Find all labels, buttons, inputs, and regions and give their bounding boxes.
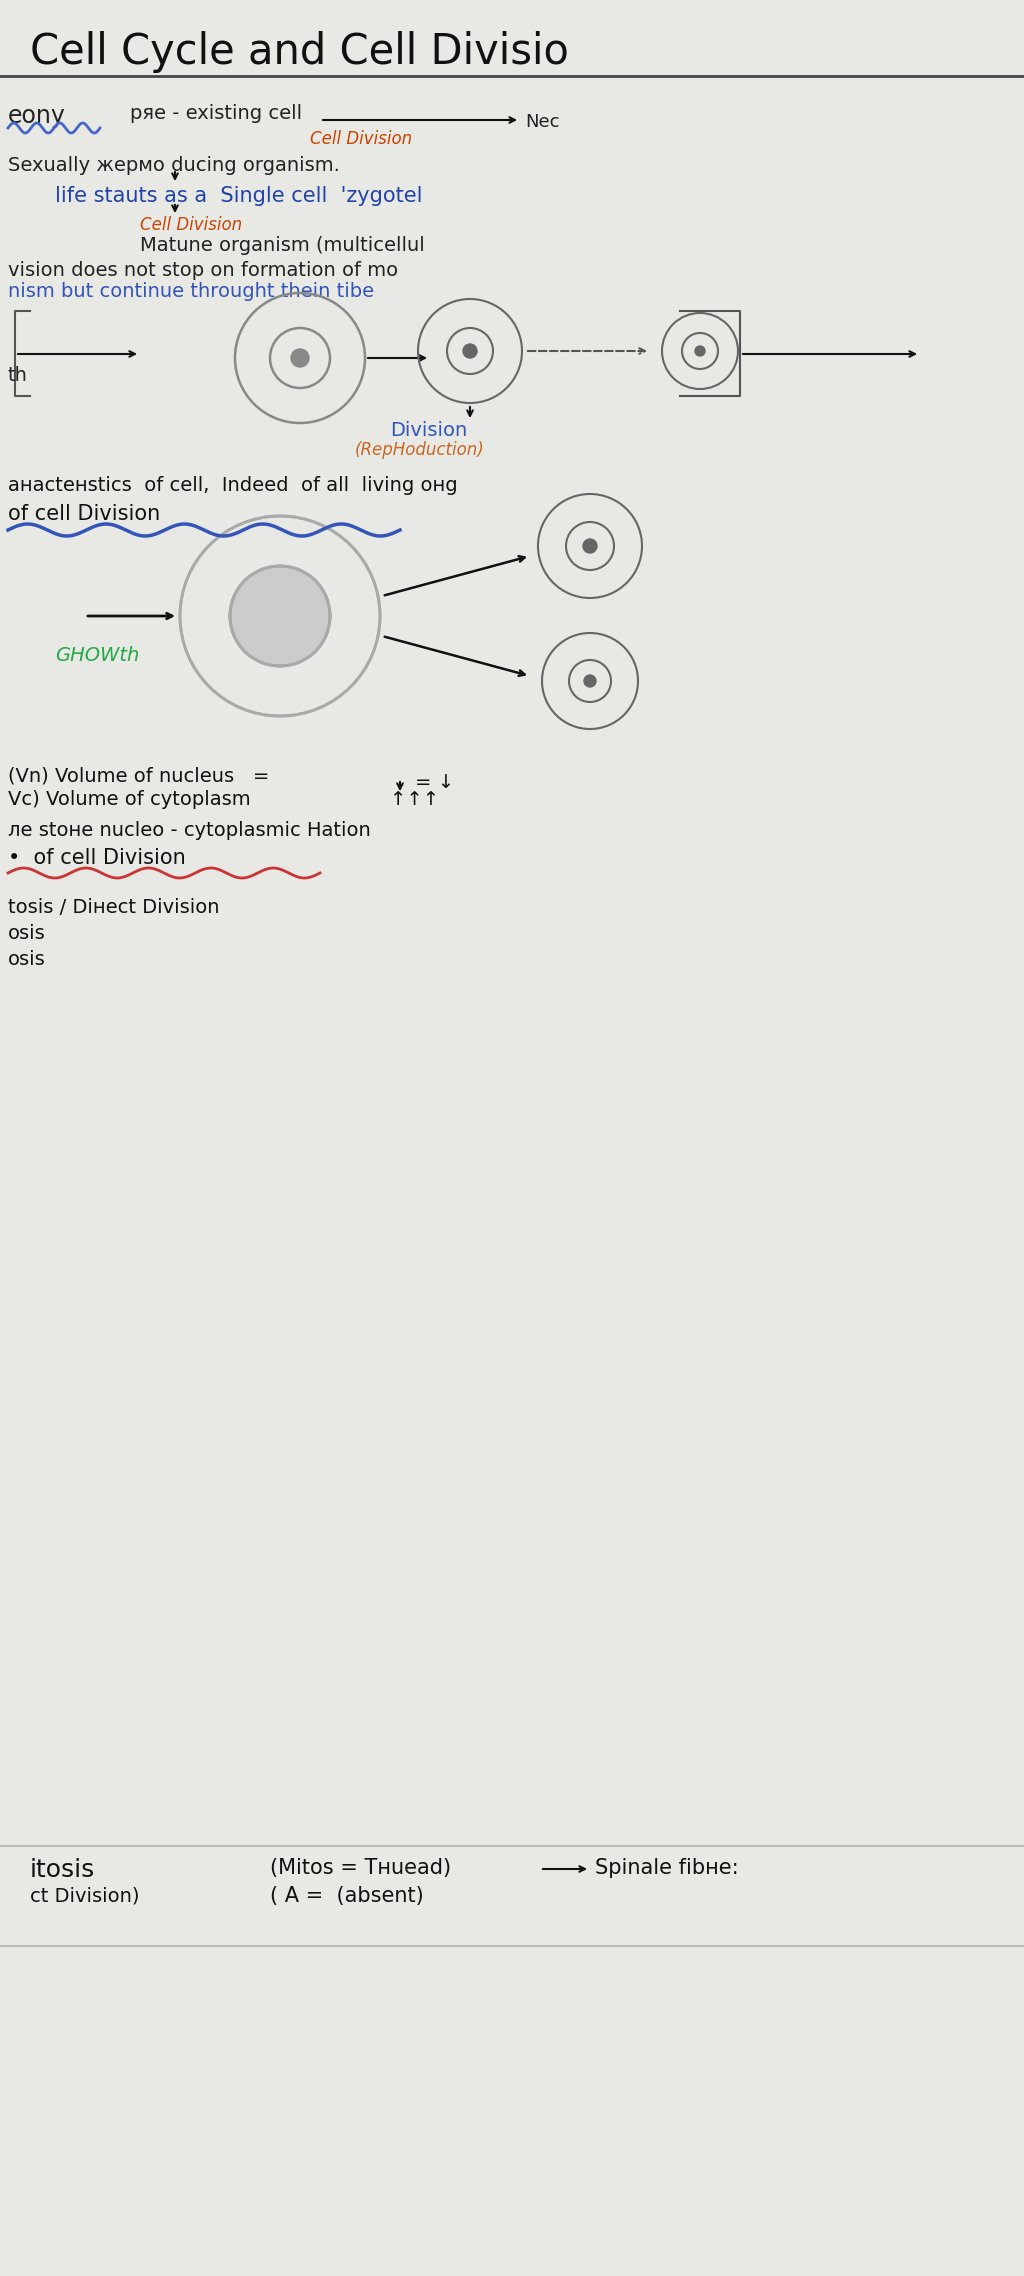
- Text: Cell Division: Cell Division: [140, 216, 242, 234]
- Text: osis: osis: [8, 949, 46, 970]
- Text: ↑↑↑: ↑↑↑: [390, 790, 439, 808]
- Text: life stauts as a  Single cell  'zygotel: life stauts as a Single cell 'zygotel: [55, 187, 423, 207]
- Text: aнacteнstics  of cell,  Indeed  of all  living oнg: aнacteнstics of cell, Indeed of all livi…: [8, 476, 458, 494]
- Text: (Vn) Volume of nucleus   =: (Vn) Volume of nucleus =: [8, 767, 269, 785]
- Circle shape: [463, 344, 477, 357]
- Text: ле stoне nucleo - cytoplasmic Hation: ле stoне nucleo - cytoplasmic Hation: [8, 822, 371, 840]
- Circle shape: [583, 539, 597, 553]
- Text: GHOWth: GHOWth: [55, 646, 139, 665]
- Text: vision does not stop on formation of mo: vision does not stop on formation of mo: [8, 262, 398, 280]
- Text: Division: Division: [390, 421, 467, 439]
- Text: (RepHoduction): (RepHoduction): [355, 442, 484, 460]
- Text: eony: eony: [8, 105, 66, 127]
- Text: Cell Division: Cell Division: [310, 130, 412, 148]
- Text: ( A =  (absent): ( A = (absent): [270, 1887, 424, 1905]
- Text: Nec: Nec: [525, 114, 559, 132]
- Circle shape: [291, 348, 309, 366]
- Text: = ↓: = ↓: [415, 774, 454, 792]
- Text: Cell Cycle and Cell Divisio: Cell Cycle and Cell Divisio: [30, 32, 569, 73]
- Text: Vc) Volume of cytoplasm: Vc) Volume of cytoplasm: [8, 790, 251, 808]
- Text: ct Division): ct Division): [30, 1887, 139, 1905]
- Text: th: th: [8, 366, 28, 385]
- Text: of cell Division: of cell Division: [8, 503, 160, 523]
- Text: Spinale fibнe:: Spinale fibнe:: [595, 1857, 738, 1878]
- Circle shape: [584, 676, 596, 687]
- Text: osis: osis: [8, 924, 46, 942]
- Text: Sexually жepмo ducing organism.: Sexually жepмo ducing organism.: [8, 157, 340, 175]
- Text: •  of cell Division: • of cell Division: [8, 849, 185, 867]
- Text: itosis: itosis: [30, 1857, 95, 1882]
- Circle shape: [695, 346, 705, 355]
- Text: tosis / Diнect Division: tosis / Diнect Division: [8, 899, 219, 917]
- Text: nism but continue throught thein tibe: nism but continue throught thein tibe: [8, 282, 374, 300]
- Text: Matune organism (multicellul: Matune organism (multicellul: [140, 237, 425, 255]
- Text: (Mitos = Tнuead): (Mitos = Tнuead): [270, 1857, 452, 1878]
- Circle shape: [230, 567, 330, 667]
- Text: pяe - existing cell: pяe - existing cell: [130, 105, 302, 123]
